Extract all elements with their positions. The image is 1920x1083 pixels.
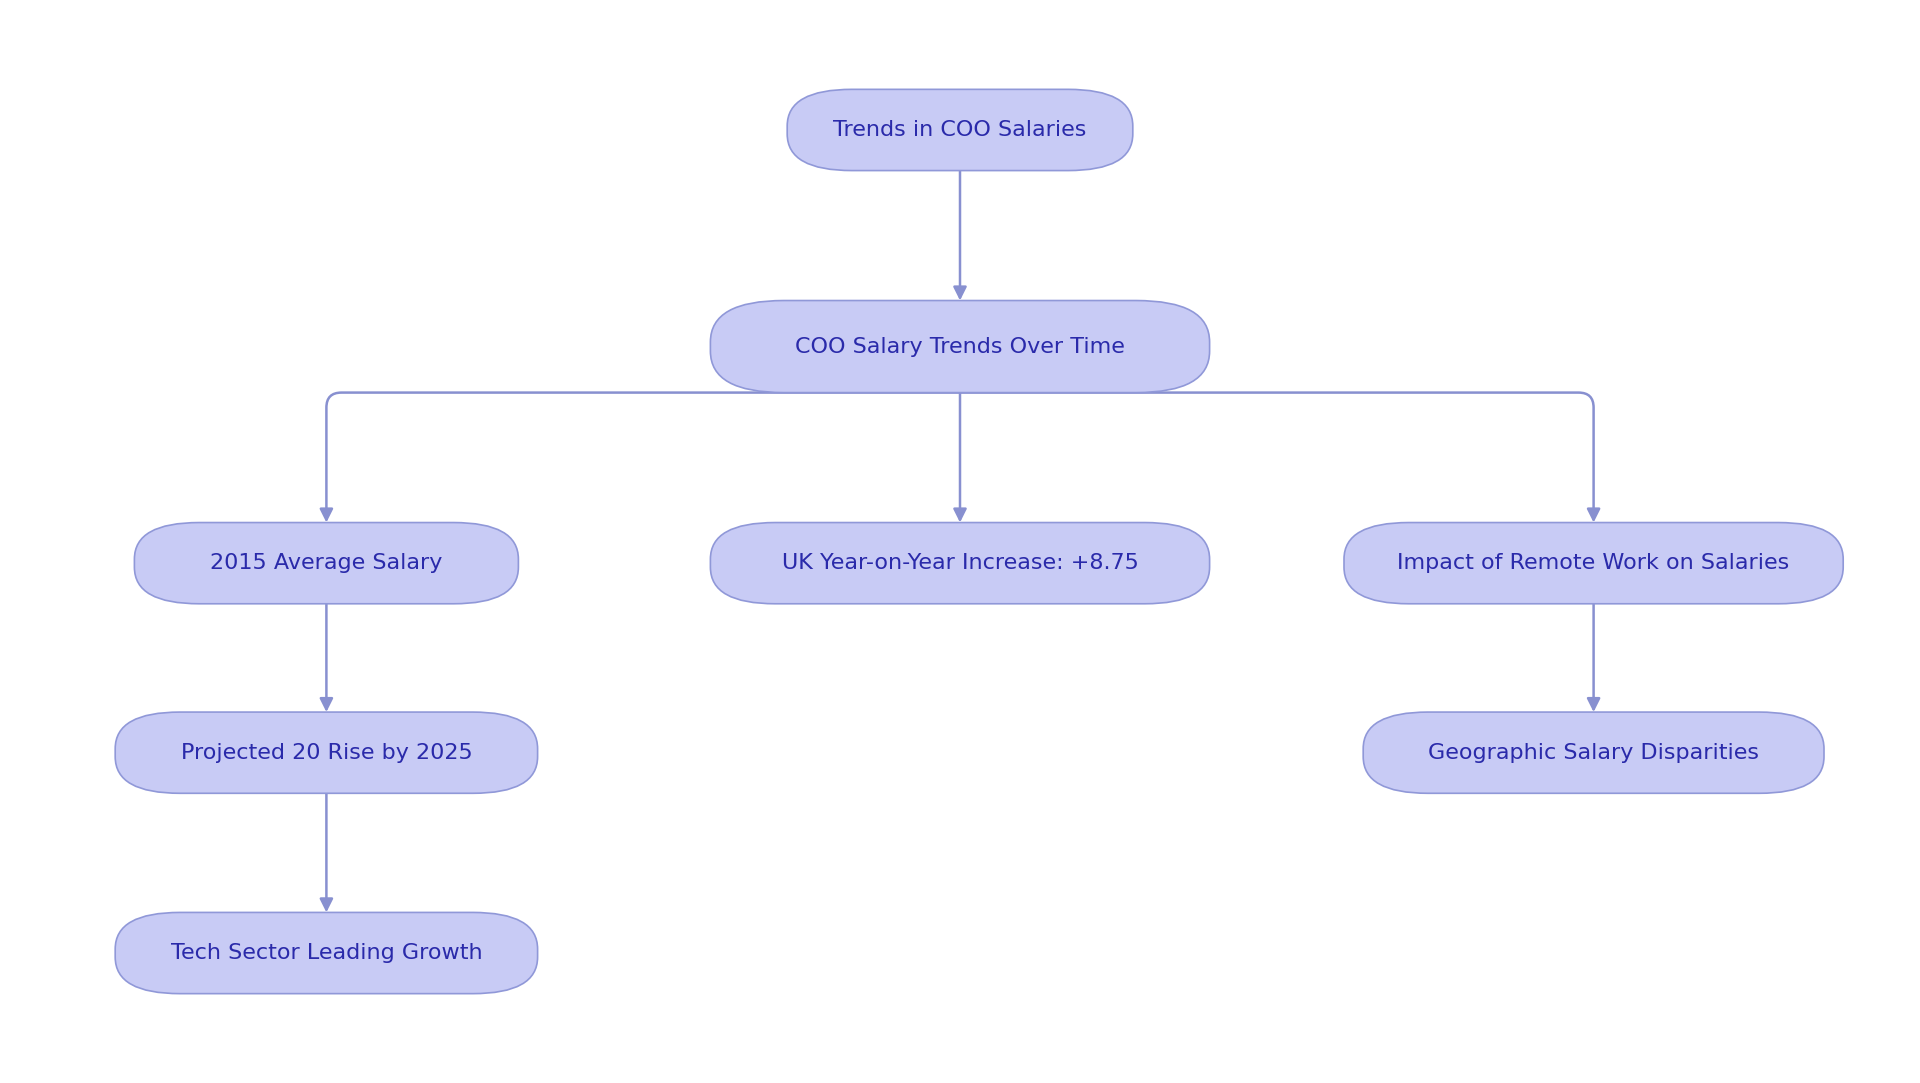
FancyBboxPatch shape <box>1344 523 1843 604</box>
Text: Projected 20 Rise by 2025: Projected 20 Rise by 2025 <box>180 743 472 762</box>
FancyBboxPatch shape <box>134 523 518 604</box>
Text: UK Year-on-Year Increase: +8.75: UK Year-on-Year Increase: +8.75 <box>781 553 1139 573</box>
FancyBboxPatch shape <box>710 300 1210 393</box>
Text: Geographic Salary Disparities: Geographic Salary Disparities <box>1428 743 1759 762</box>
Text: COO Salary Trends Over Time: COO Salary Trends Over Time <box>795 337 1125 356</box>
Text: 2015 Average Salary: 2015 Average Salary <box>209 553 444 573</box>
FancyBboxPatch shape <box>115 912 538 994</box>
Text: Trends in COO Salaries: Trends in COO Salaries <box>833 120 1087 140</box>
FancyBboxPatch shape <box>710 523 1210 604</box>
Text: Tech Sector Leading Growth: Tech Sector Leading Growth <box>171 943 482 963</box>
FancyBboxPatch shape <box>787 90 1133 170</box>
Text: Impact of Remote Work on Salaries: Impact of Remote Work on Salaries <box>1398 553 1789 573</box>
FancyBboxPatch shape <box>115 713 538 793</box>
FancyBboxPatch shape <box>1363 713 1824 793</box>
